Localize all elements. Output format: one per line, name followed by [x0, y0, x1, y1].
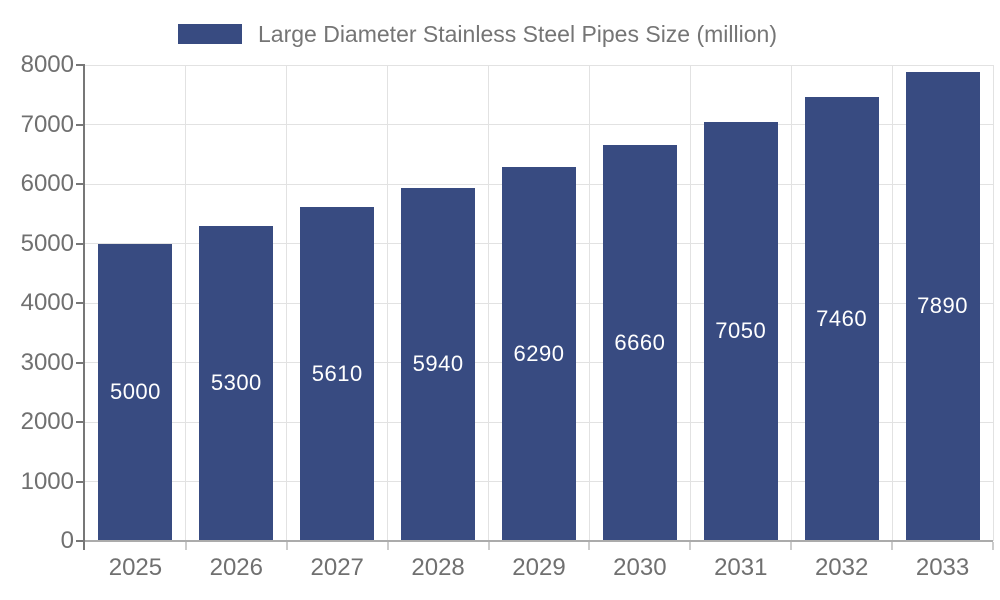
x-tick-label: 2028: [411, 554, 465, 581]
chart-legend[interactable]: Large Diameter Stainless Steel Pipes Siz…: [178, 21, 777, 47]
x-tick: [588, 542, 591, 550]
y-tick-label: 4000: [20, 289, 74, 316]
bar-value-label: 7890: [917, 293, 969, 319]
y-axis-line: [83, 64, 85, 550]
x-tick: [790, 542, 793, 550]
bar-value-label: 5300: [210, 370, 262, 396]
bar: 5000: [98, 243, 173, 541]
bar: 6290: [502, 166, 576, 541]
x-tick: [285, 542, 288, 550]
bar-value-label: 5000: [109, 379, 161, 405]
x-axis-line: [85, 540, 993, 542]
y-tick-label: 5000: [20, 229, 74, 257]
legend-swatch: [178, 24, 242, 44]
y-tick: [76, 540, 83, 542]
y-tick: [76, 361, 83, 364]
gridline-v: [689, 65, 691, 541]
gridline-v: [790, 65, 792, 541]
x-tick-label: 2027: [310, 554, 364, 581]
y-tick-label: 7000: [20, 110, 74, 138]
y-tick-label: 8000: [20, 51, 74, 78]
gridline-h: [85, 124, 993, 125]
bar-value-label: 6660: [614, 329, 666, 355]
x-tick-label: 2025: [108, 554, 163, 581]
gridline-v: [488, 65, 490, 541]
gridline-v: [185, 65, 187, 541]
x-tick: [992, 542, 994, 550]
y-tick: [76, 183, 83, 185]
bar-value-label: 7050: [715, 318, 767, 344]
gridline-v: [286, 65, 288, 541]
y-tick-label: 0: [60, 527, 74, 554]
gridline-v: [992, 65, 994, 541]
bar: 5300: [199, 225, 274, 541]
y-tick: [76, 242, 83, 245]
x-tick: [689, 542, 692, 550]
gridline-v: [588, 65, 590, 541]
gridline-h: [85, 64, 993, 66]
bar: 7890: [905, 71, 980, 541]
x-tick-label: 2029: [512, 554, 566, 581]
x-tick-label: 2030: [613, 554, 667, 581]
y-tick: [76, 480, 83, 483]
bar: 7050: [703, 121, 778, 541]
bar-value-label: 6290: [513, 340, 565, 366]
bar: 6660: [602, 144, 677, 541]
x-tick-label: 2031: [714, 554, 768, 581]
bar: 5940: [401, 187, 476, 541]
y-tick: [76, 421, 83, 423]
gridline-v: [387, 65, 389, 541]
y-tick-label: 6000: [20, 170, 74, 197]
gridline-v: [891, 65, 893, 541]
plot-area: 5000 5300 5610 5940 6290 6660 7050 7460 7890: [85, 64, 994, 541]
x-tick-label: 2033: [915, 554, 970, 581]
x-tick-label: 2032: [814, 554, 869, 581]
y-tick-label: 2000: [20, 408, 74, 435]
x-tick-label: 2026: [209, 554, 263, 581]
legend-label: Large Diameter Stainless Steel Pipes Siz…: [258, 21, 777, 47]
x-tick: [487, 542, 490, 550]
x-tick: [891, 542, 894, 550]
x-tick: [184, 542, 187, 550]
x-tick: [386, 542, 389, 550]
bar: 5610: [300, 207, 375, 541]
y-tick: [76, 123, 83, 126]
bar-value-label: 5610: [311, 361, 363, 387]
y-tick-label: 1000: [20, 467, 74, 495]
y-tick: [76, 302, 83, 304]
bar-value-label: 7460: [816, 306, 868, 332]
bar-value-label: 5940: [412, 351, 464, 377]
y-tick-label: 3000: [20, 348, 74, 376]
bar: 7460: [804, 97, 879, 541]
y-tick: [76, 64, 83, 66]
